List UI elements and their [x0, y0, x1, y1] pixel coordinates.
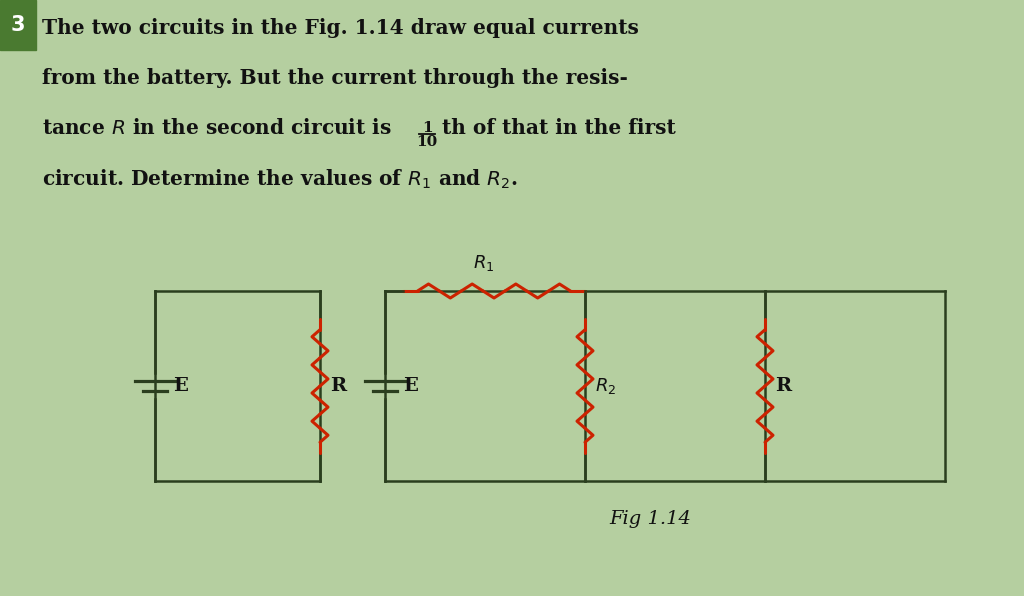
Text: $R_2$: $R_2$ [595, 376, 616, 396]
Text: tance $R$ in the second circuit is: tance $R$ in the second circuit is [42, 118, 393, 138]
Text: 1: 1 [422, 121, 432, 135]
Text: 3: 3 [10, 15, 26, 35]
FancyBboxPatch shape [0, 0, 36, 50]
Text: E: E [403, 377, 418, 395]
Text: th of that in the first: th of that in the first [442, 118, 676, 138]
Text: The two circuits in the Fig. 1.14 draw equal currents: The two circuits in the Fig. 1.14 draw e… [42, 18, 639, 38]
Text: Fig 1.14: Fig 1.14 [609, 510, 691, 528]
Text: $R_1$: $R_1$ [473, 253, 495, 273]
Text: from the battery. But the current through the resis-: from the battery. But the current throug… [42, 68, 628, 88]
Text: 10: 10 [417, 135, 437, 149]
Text: R: R [330, 377, 346, 395]
Text: circuit. Determine the values of $R_1$ and $R_2$.: circuit. Determine the values of $R_1$ a… [42, 168, 518, 191]
Text: R: R [775, 377, 792, 395]
Text: E: E [173, 377, 187, 395]
